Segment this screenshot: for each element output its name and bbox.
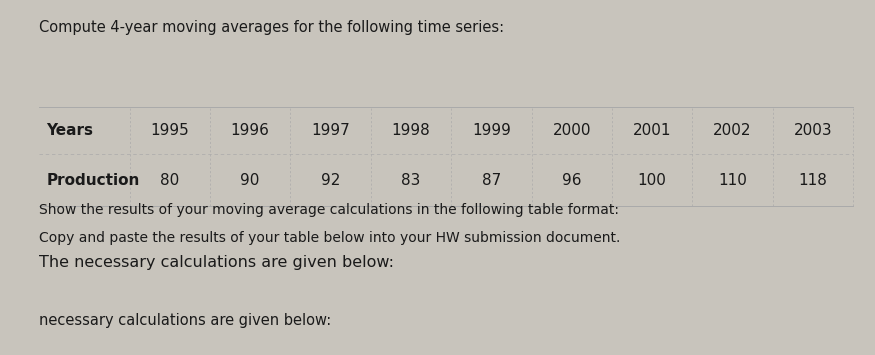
Text: 80: 80: [160, 173, 179, 188]
Text: 1996: 1996: [231, 123, 270, 138]
Text: Years: Years: [46, 123, 94, 138]
Text: Production: Production: [46, 173, 140, 188]
Text: 100: 100: [638, 173, 667, 188]
Text: 2003: 2003: [794, 123, 832, 138]
Text: 2002: 2002: [713, 123, 752, 138]
Text: 87: 87: [481, 173, 500, 188]
Text: 110: 110: [718, 173, 747, 188]
Text: 1999: 1999: [472, 123, 511, 138]
Text: 118: 118: [799, 173, 828, 188]
Text: The necessary calculations are given below:: The necessary calculations are given bel…: [39, 255, 395, 269]
Text: 90: 90: [241, 173, 260, 188]
Text: Copy and paste the results of your table below into your HW submission document.: Copy and paste the results of your table…: [39, 231, 620, 245]
Text: 2000: 2000: [552, 123, 591, 138]
Text: necessary calculations are given below:: necessary calculations are given below:: [39, 312, 332, 328]
Text: 2001: 2001: [633, 123, 671, 138]
Text: 1997: 1997: [312, 123, 350, 138]
Text: 96: 96: [562, 173, 582, 188]
Text: 83: 83: [402, 173, 421, 188]
Text: 1995: 1995: [150, 123, 189, 138]
Text: Compute 4-year moving averages for the following time series:: Compute 4-year moving averages for the f…: [39, 20, 505, 34]
Text: Show the results of your moving average calculations in the following table form: Show the results of your moving average …: [39, 203, 619, 217]
Text: 1998: 1998: [391, 123, 430, 138]
Text: 92: 92: [321, 173, 340, 188]
